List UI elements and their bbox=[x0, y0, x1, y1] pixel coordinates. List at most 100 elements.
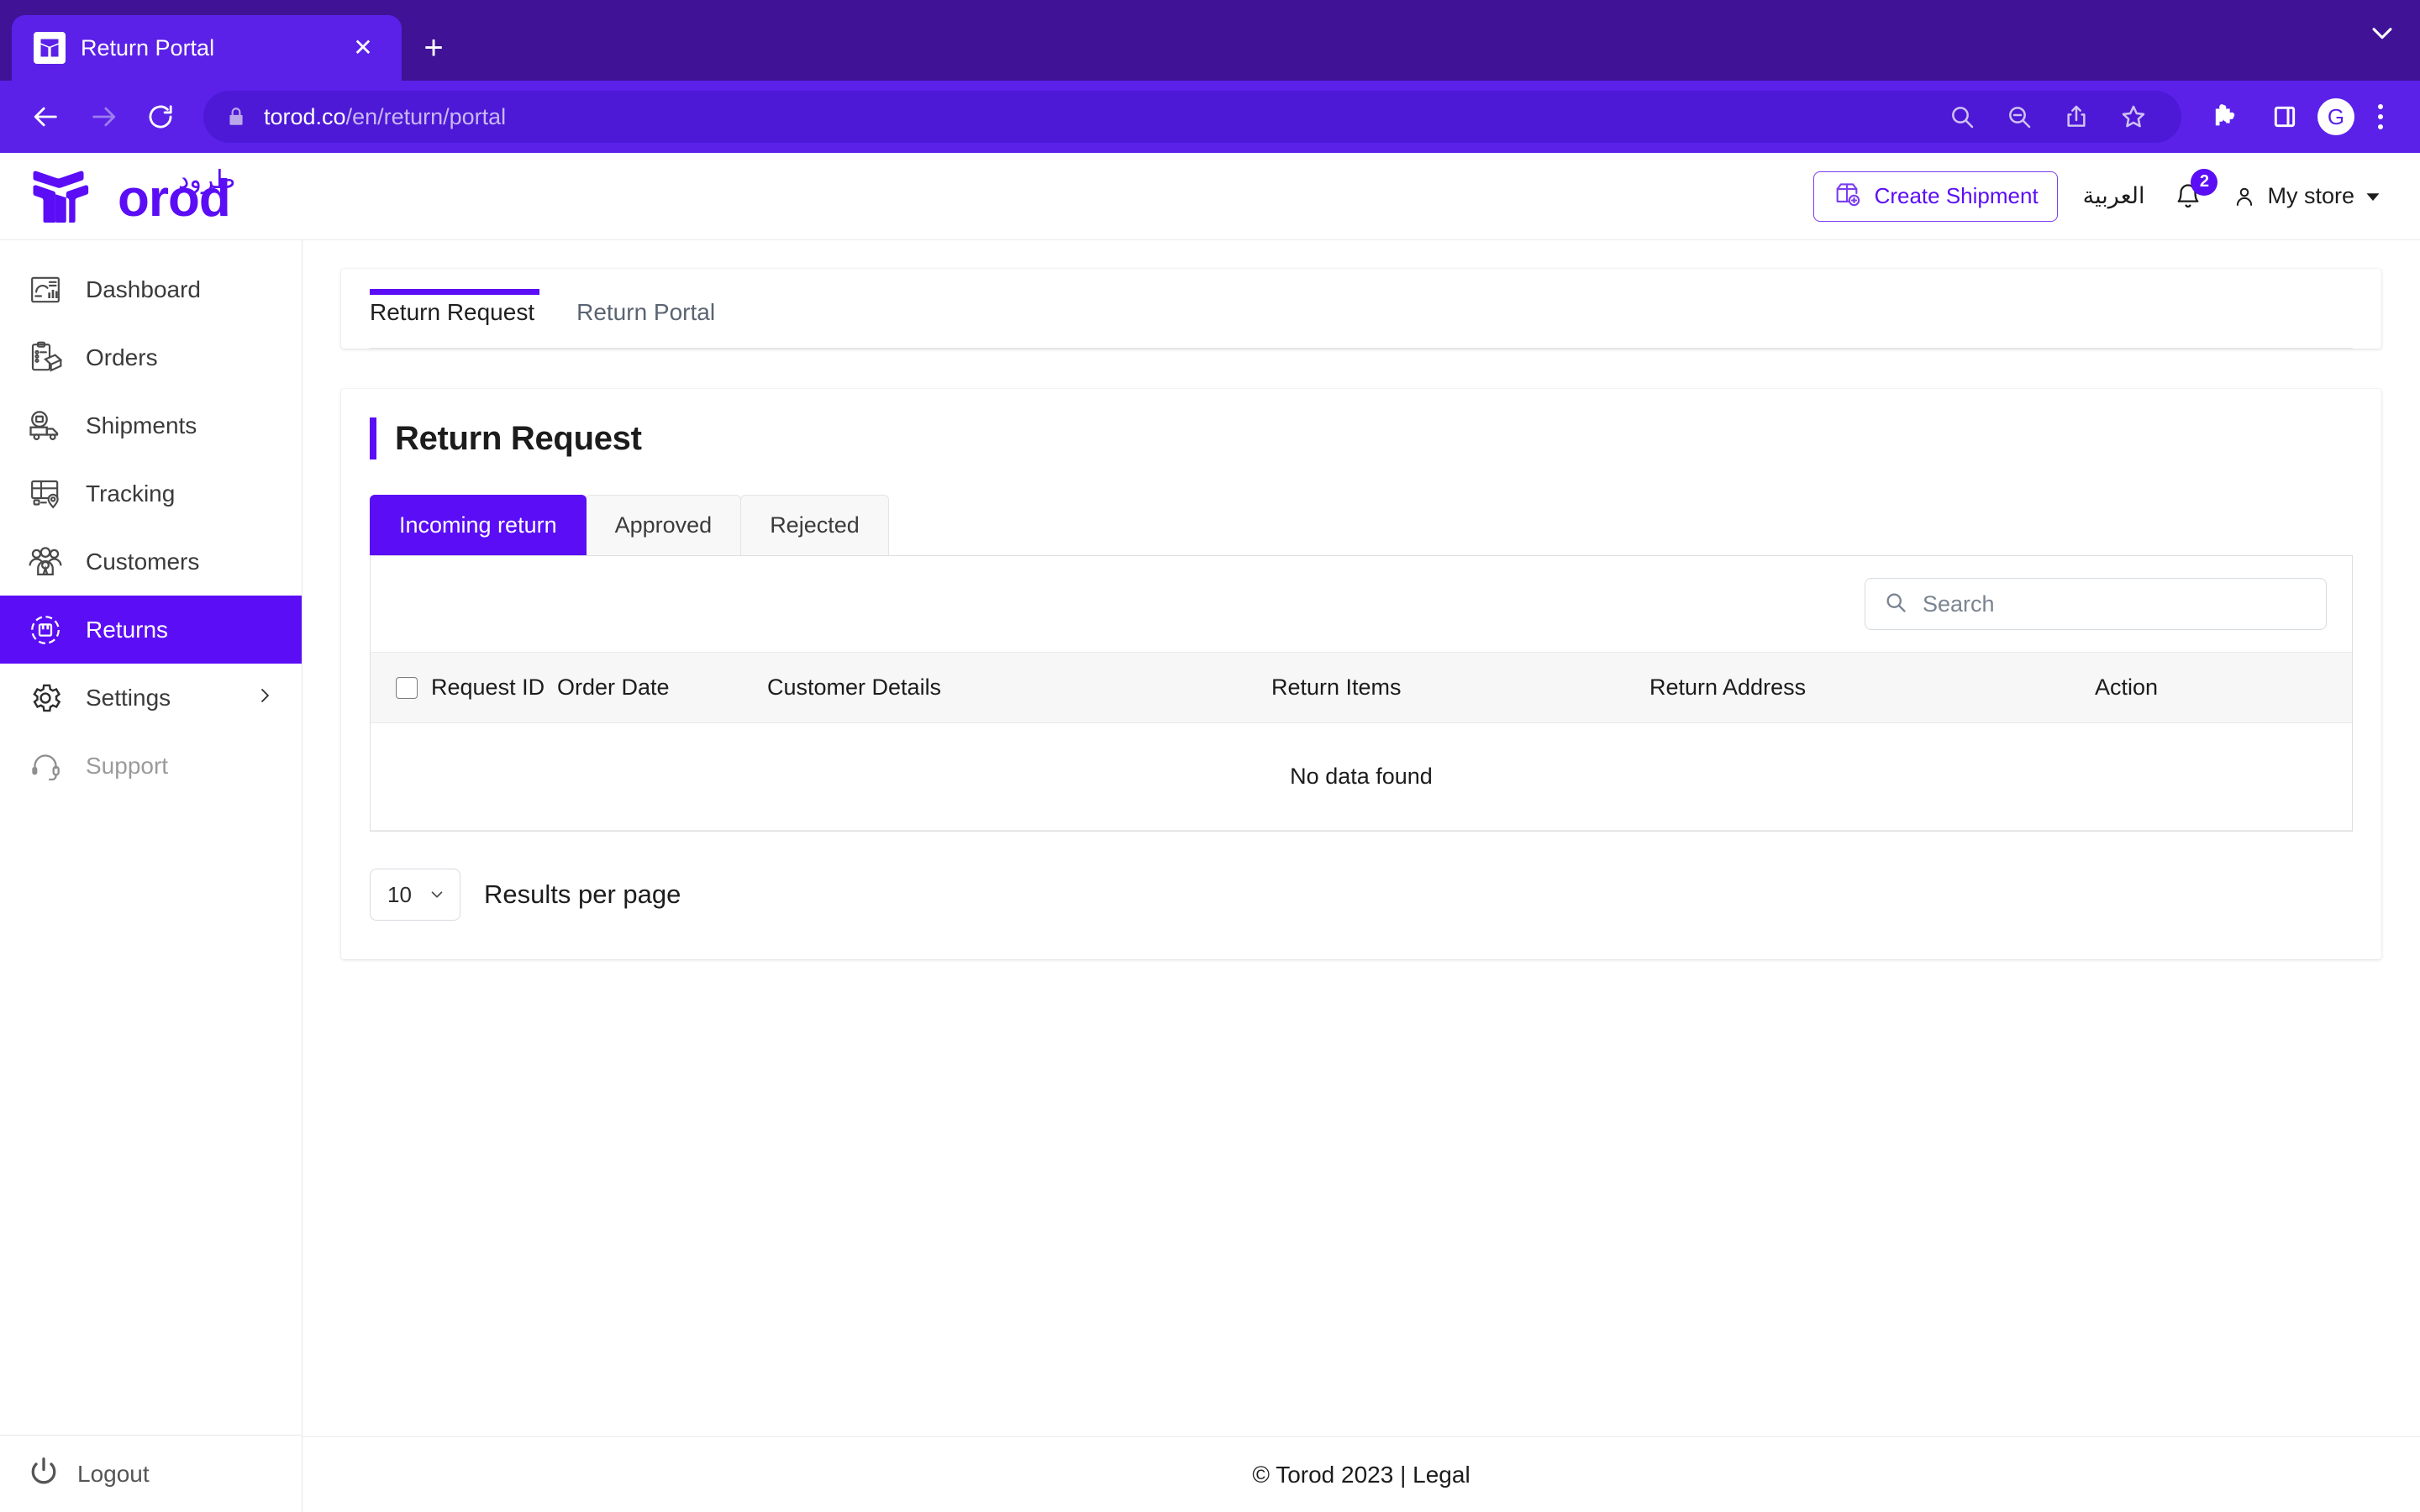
column-request-id: Request ID bbox=[431, 652, 557, 723]
app-footer: © Torod 2023 | Legal bbox=[302, 1436, 2420, 1512]
logo-arabic-text: طرود bbox=[178, 165, 236, 195]
status-filter-tabs: Incoming return Approved Rejected bbox=[370, 495, 2353, 555]
web-page: طرود orod Create Shipment العربية 2 M bbox=[0, 153, 2420, 1512]
orders-clipboard-icon bbox=[27, 339, 64, 376]
column-action: Action bbox=[2095, 652, 2352, 723]
search-icon[interactable] bbox=[1936, 91, 1988, 143]
sidebar-item-tracking[interactable]: Tracking bbox=[0, 459, 302, 528]
create-shipment-button[interactable]: Create Shipment bbox=[1812, 171, 2058, 222]
segment-incoming-return[interactable]: Incoming return bbox=[370, 495, 587, 555]
sidebar-item-label: Support bbox=[86, 752, 169, 779]
sidebar-item-label: Settings bbox=[86, 684, 171, 711]
url-domain: torod.co bbox=[264, 103, 346, 129]
share-icon[interactable] bbox=[2050, 91, 2102, 143]
return-request-card: Return Request Incoming return Approved … bbox=[341, 389, 2381, 959]
user-icon bbox=[2237, 187, 2253, 206]
app-body: Dashboard Orders Shipments bbox=[0, 240, 2420, 1512]
title-accent-bar bbox=[370, 417, 376, 459]
torod-logo-icon bbox=[34, 32, 66, 64]
main-scroll-area: Return Request Return Portal Return Requ… bbox=[302, 240, 2420, 1436]
sidebar-item-dashboard[interactable]: Dashboard bbox=[0, 255, 302, 323]
shipments-truck-icon bbox=[27, 407, 64, 444]
table-head: Request ID Order Date Customer Details R… bbox=[371, 652, 2352, 723]
browser-tabstrip: Return Portal ✕ + bbox=[0, 0, 2420, 81]
lock-icon bbox=[225, 106, 247, 128]
returns-table: Request ID Order Date Customer Details R… bbox=[371, 652, 2352, 831]
sidebar-item-returns[interactable]: Returns bbox=[0, 596, 302, 664]
results-per-page-select[interactable]: 10 bbox=[370, 869, 460, 921]
select-all-cell bbox=[371, 652, 431, 723]
kebab-menu-icon[interactable] bbox=[2361, 91, 2400, 143]
account-menu-button[interactable]: My store bbox=[2232, 183, 2381, 209]
column-order-date: Order Date bbox=[557, 652, 767, 723]
page-tabs: Return Request Return Portal bbox=[370, 289, 2353, 349]
gear-icon bbox=[27, 680, 64, 717]
profile-avatar[interactable]: G bbox=[2317, 98, 2354, 135]
dashboard-icon bbox=[27, 271, 64, 308]
results-per-page-label: Results per page bbox=[484, 879, 681, 909]
search-input[interactable] bbox=[1923, 591, 2307, 617]
chevron-right-icon bbox=[255, 685, 275, 711]
create-shipment-label: Create Shipment bbox=[1874, 183, 2039, 208]
add-shipment-box-icon bbox=[1833, 179, 1861, 213]
forward-button[interactable] bbox=[77, 91, 129, 143]
customers-group-icon bbox=[27, 543, 64, 580]
logout-label: Logout bbox=[77, 1460, 150, 1487]
sidebar-item-orders[interactable]: Orders bbox=[0, 323, 302, 391]
logo-wordmark: orod bbox=[118, 169, 231, 228]
notifications-button[interactable]: 2 bbox=[2170, 168, 2218, 217]
sidebar-item-label: Customers bbox=[86, 548, 200, 575]
card-header: Return Request bbox=[370, 417, 2353, 459]
sidebar-item-label: Shipments bbox=[86, 412, 197, 438]
table-toolbar bbox=[371, 556, 2352, 652]
account-label: My store bbox=[2267, 183, 2354, 208]
page-tabs-card: Return Request Return Portal bbox=[341, 269, 2381, 349]
torod-logo[interactable]: طرود orod bbox=[29, 165, 234, 228]
sidebar-item-label: Returns bbox=[86, 616, 169, 643]
segment-approved[interactable]: Approved bbox=[585, 495, 742, 555]
browser-tab[interactable]: Return Portal ✕ bbox=[12, 15, 402, 81]
address-bar[interactable]: torod.co/en/return/portal bbox=[203, 91, 2181, 143]
page-title: Return Request bbox=[395, 419, 642, 457]
column-customer-details: Customer Details bbox=[767, 652, 1271, 723]
main-content: Return Request Return Portal Return Requ… bbox=[302, 240, 2420, 1512]
side-panel-icon[interactable] bbox=[2259, 91, 2311, 143]
select-all-checkbox[interactable] bbox=[396, 676, 418, 699]
torod-mark-icon bbox=[33, 171, 89, 223]
language-switch-button[interactable]: العربية bbox=[2082, 183, 2145, 209]
tab-return-request[interactable]: Return Request bbox=[370, 289, 558, 348]
back-button[interactable] bbox=[20, 91, 72, 143]
search-box[interactable] bbox=[1865, 578, 2327, 630]
logout-button[interactable]: Logout bbox=[0, 1435, 302, 1512]
power-icon bbox=[29, 1456, 59, 1492]
notification-count-badge: 2 bbox=[2191, 168, 2218, 196]
bookmark-star-icon[interactable] bbox=[2107, 91, 2160, 143]
header-actions: Create Shipment العربية 2 My store bbox=[1812, 168, 2381, 222]
segment-rejected[interactable]: Rejected bbox=[740, 495, 889, 555]
plus-icon[interactable]: + bbox=[424, 29, 444, 66]
sidebar-item-settings[interactable]: Settings bbox=[0, 664, 302, 732]
sidebar-item-support[interactable]: Support bbox=[0, 732, 302, 800]
close-icon[interactable]: ✕ bbox=[353, 34, 373, 60]
tab-return-portal[interactable]: Return Portal bbox=[576, 299, 716, 325]
bell-icon bbox=[2178, 183, 2199, 207]
sidebar-item-customers[interactable]: Customers bbox=[0, 528, 302, 596]
extensions-puzzle-icon[interactable] bbox=[2200, 91, 2252, 143]
caret-down-icon bbox=[2366, 192, 2380, 201]
tabstrip-collapse-button[interactable] bbox=[2368, 18, 2396, 47]
footer-text: © Torod 2023 | Legal bbox=[1252, 1461, 1470, 1488]
search-icon bbox=[1884, 591, 1907, 618]
sidebar: Dashboard Orders Shipments bbox=[0, 240, 302, 1512]
reload-button[interactable] bbox=[134, 91, 187, 143]
zoom-out-icon[interactable] bbox=[1993, 91, 2045, 143]
sidebar-item-label: Orders bbox=[86, 344, 158, 370]
sidebar-nav: Dashboard Orders Shipments bbox=[0, 240, 302, 1435]
table-header-row: Request ID Order Date Customer Details R… bbox=[371, 652, 2352, 723]
sidebar-item-shipments[interactable]: Shipments bbox=[0, 391, 302, 459]
returns-table-container: Request ID Order Date Customer Details R… bbox=[370, 555, 2353, 832]
arrow-left-icon bbox=[34, 107, 57, 127]
arrow-right-icon bbox=[92, 107, 116, 127]
sidebar-item-label: Tracking bbox=[86, 480, 176, 507]
browser-tab-title: Return Portal bbox=[81, 34, 215, 60]
